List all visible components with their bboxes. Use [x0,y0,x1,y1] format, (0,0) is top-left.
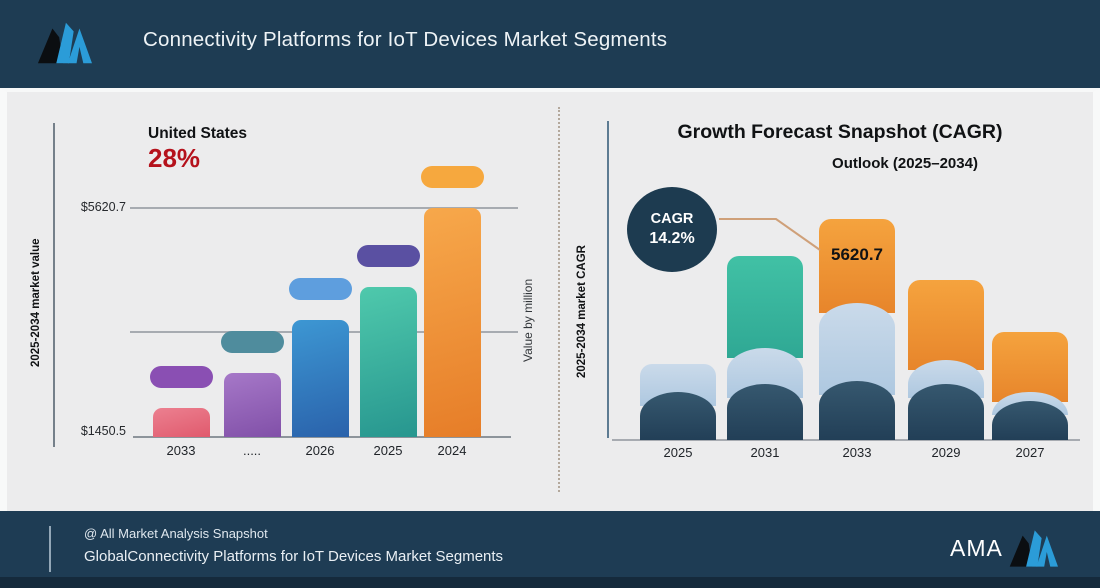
footer-brand: AMA [950,535,1003,561]
footer: @ All Market Analysis Snapshot GlobalCon… [0,511,1100,588]
left-x-axis [133,436,511,438]
cagr-badge-value: 14.2% [649,229,695,247]
right-chart-y-axis [607,121,609,438]
segment-2033-lightblue [819,303,895,395]
ama-logo-icon [36,20,92,71]
left-x-tick-2026: 2026 [305,443,335,458]
bar-cap-2033 [149,366,213,388]
bar-cap-..... [220,331,284,353]
footer-bottom-strip [0,577,1100,588]
bar-cap-2024 [420,166,484,188]
page-title: Connectivity Platforms for IoT Devices M… [143,28,668,51]
right-x-axis [612,439,1080,441]
left-y-tick-max: $5620.7 [80,200,126,214]
right-chart-subtitle: Outlook (2025–2034) [832,155,978,172]
cagr-badge-label: CAGR [650,211,694,228]
segment-2031-teal [727,256,803,358]
left-x-tick-2025: 2025 [373,443,403,458]
right-x-tick-2029: 2029 [931,445,961,460]
segment-2027-orange [992,332,1068,402]
bar-cap-2026 [288,278,352,300]
bar-2026 [291,320,349,437]
segment-2033-orange [819,219,895,313]
left-x-tick-2024: 2024 [437,443,467,458]
panel-divider [558,107,560,492]
bar-value-annotation: 5620.7 [831,245,883,264]
left-x-tick-.....: ..... [242,443,262,458]
segment-2031-navy [727,384,803,440]
segment-2033-navy [819,381,895,440]
right-x-tick-2031: 2031 [750,445,780,460]
bar-2033 [152,408,210,437]
segment-2027-navy [992,401,1068,440]
value-axis-note: Value by million [521,278,535,362]
left-chart-title: United States [148,125,248,142]
connector-line [719,218,821,251]
cagr-badge: CAGR 14.2% [627,187,717,272]
left-gridline-top [130,207,518,209]
bar-2024 [423,208,481,437]
segment-2029-orange [908,280,984,370]
left-y-tick-min: $1450.5 [80,424,126,438]
footer-caption: GlobalConnectivity Platforms for IoT Dev… [84,548,504,565]
segment-2025-navy [640,392,716,440]
segment-2029-navy [908,384,984,440]
right-y-axis-label: 2025-2034 market CAGR [576,245,588,379]
ama-footer-logo-icon [1008,528,1058,574]
right-x-tick-2033: 2033 [842,445,872,460]
bar-2025 [359,287,417,437]
left-chart-highlight: 28% [148,143,201,173]
bar-cap-2025 [356,245,420,267]
header: Connectivity Platforms for IoT Devices M… [0,0,1100,88]
right-x-tick-2025: 2025 [663,445,693,460]
right-chart-title: Growth Forecast Snapshot (CAGR) [677,121,1003,143]
left-x-tick-2033: 2033 [166,443,196,458]
left-chart-y-axis [53,123,55,447]
right-x-tick-2027: 2027 [1015,445,1045,460]
footer-divider [49,526,51,572]
left-y-axis-label: 2025-2034 market value [30,238,42,368]
bar-..... [223,373,281,437]
footer-credit: @ All Market Analysis Snapshot [84,526,268,541]
